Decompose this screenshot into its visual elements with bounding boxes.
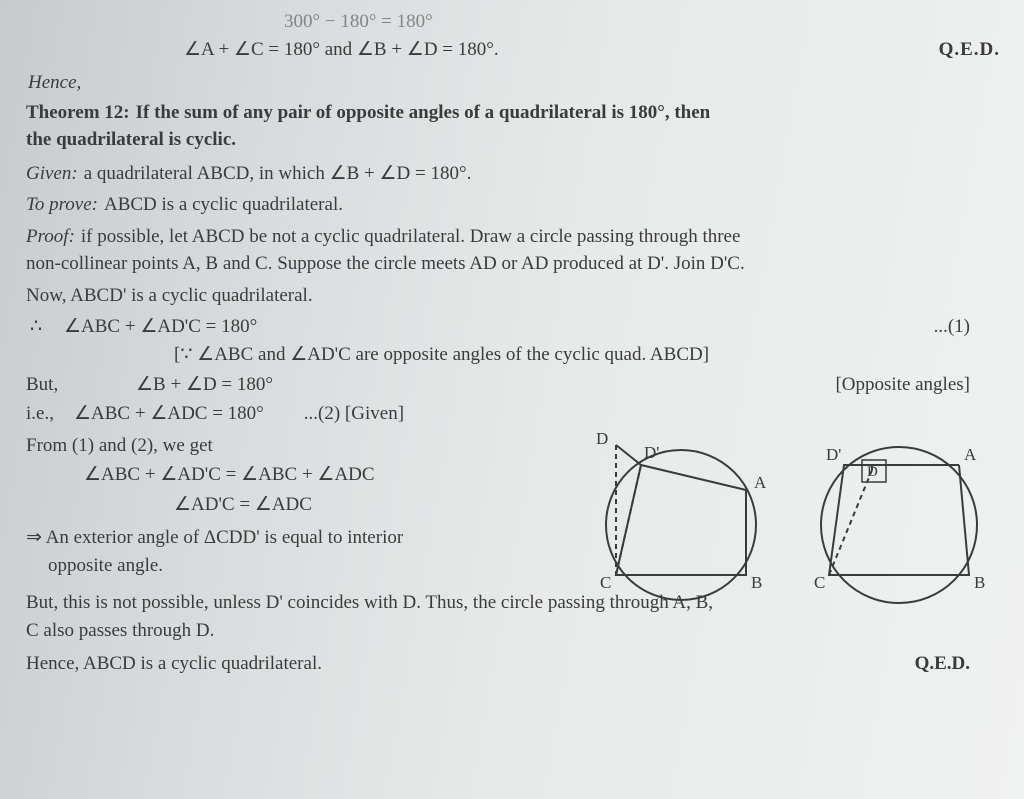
reason1: [∵ ∠ABC and ∠AD'C are opposite angles of…: [174, 341, 709, 369]
theorem-label: Theorem 12:: [24, 99, 130, 127]
hence2-text: Hence, ABCD is a cyclic quadrilateral.: [24, 650, 322, 678]
proof-label: Proof:: [24, 223, 75, 251]
dia2-Dp: D': [826, 445, 841, 464]
eq2: ∠ABC + ∠ADC = 180°: [74, 400, 264, 428]
top-eq-2: ∠A + ∠C = 180° and ∠B + ∠D = 180°.: [184, 36, 499, 64]
dia1-A: A: [754, 473, 767, 492]
but-label: But,: [24, 371, 96, 399]
diagram-2: A B C D' D: [804, 430, 994, 610]
dia1-B: B: [751, 573, 762, 592]
qed-bottom: Q.E.D.: [915, 650, 1000, 678]
dia2-A: A: [964, 445, 977, 464]
eq1: ∠ABC + ∠AD'C = 180°: [64, 313, 257, 341]
dia2-D: D: [867, 464, 878, 480]
now-row: Now, ABCD' is a cyclic quadrilateral.: [24, 282, 1000, 310]
eq1-row: ∴ ∠ABC + ∠AD'C = 180° ...(1): [24, 313, 1000, 341]
implies-row: ⇒ An exterior angle of ΔCDD' is equal to…: [24, 524, 624, 552]
eq2-tag: ...(2) [Given]: [304, 400, 404, 428]
given-label: Given:: [24, 160, 78, 188]
diagram-1: A B C D' D: [586, 430, 776, 610]
proof-row1: Proof: if possible, let ABCD be not a cy…: [24, 223, 1000, 251]
eq4: ∠AD'C = ∠ADC: [174, 491, 312, 519]
but2b-text: C also passes through D.: [24, 617, 214, 645]
proof-row2: non-collinear points A, B and C. Suppose…: [24, 250, 1000, 278]
dia1-C: C: [600, 573, 611, 592]
toprove-label: To prove:: [24, 191, 98, 219]
reason1-row: [∵ ∠ABC and ∠AD'C are opposite angles of…: [24, 341, 1000, 369]
given-row: Given: a quadrilateral ABCD, in which ∠B…: [24, 160, 1000, 188]
eq3-row: ∠ABC + ∠AD'C = ∠ABC + ∠ADC: [24, 461, 624, 489]
reason-but: [Opposite angles]: [835, 371, 1000, 399]
eq4-row: ∠AD'C = ∠ADC: [24, 491, 624, 519]
implies-text-2: opposite angle.: [24, 552, 163, 580]
theorem-row1: Hence,: [24, 69, 1000, 97]
from-text: From (1) and (2), we get: [24, 432, 213, 460]
dia2-C: C: [814, 573, 825, 592]
ie-row: i.e., ∠ABC + ∠ADC = 180° ...(2) [Given]: [24, 400, 1000, 428]
eq-but: ∠B + ∠D = 180°: [136, 371, 273, 399]
top-eq-1: 300° − 180° = 180°: [284, 8, 433, 36]
but2b-row: C also passes through D.: [24, 617, 1000, 645]
eq3: ∠ABC + ∠AD'C = ∠ABC + ∠ADC: [84, 461, 375, 489]
proof-text-1: if possible, let ABCD be not a cyclic qu…: [81, 223, 741, 251]
qed-top: Q.E.D.: [939, 36, 1000, 64]
proof-text-2: non-collinear points A, B and C. Suppose…: [24, 250, 745, 278]
theorem-text-1: If the sum of any pair of opposite angle…: [136, 99, 711, 127]
given-text: a quadrilateral ABCD, in which ∠B + ∠D =…: [84, 160, 472, 188]
ie-label: i.e.,: [24, 400, 74, 428]
theorem-line1: Theorem 12: If the sum of any pair of op…: [24, 99, 1000, 127]
top-eq-2-row: ∠A + ∠C = 180° and ∠B + ∠D = 180°. Q.E.D…: [24, 36, 1000, 64]
implies-text: ⇒ An exterior angle of ΔCDD' is equal to…: [24, 524, 403, 552]
toprove-text: ABCD is a cyclic quadrilateral.: [104, 191, 343, 219]
theorem-line2: the quadrilateral is cyclic.: [24, 126, 1000, 154]
diagrams-wrap: A B C D' D A B C D' D: [586, 430, 994, 610]
hence2-row: Hence, ABCD is a cyclic quadrilateral. Q…: [24, 650, 1000, 678]
dia1-Dp: D': [644, 443, 659, 462]
hence-lead: Hence,: [24, 69, 30, 97]
theorem-text-2: the quadrilateral is cyclic.: [24, 126, 236, 154]
dia2-B: B: [974, 573, 985, 592]
eq1-tag: ...(1): [934, 313, 1000, 341]
toprove-row: To prove: ABCD is a cyclic quadrilateral…: [24, 191, 1000, 219]
top-eq-1-row: 300° − 180° = 180°: [24, 8, 1000, 36]
but-row: But, ∠B + ∠D = 180° [Opposite angles]: [24, 371, 1000, 399]
now-text: Now, ABCD' is a cyclic quadrilateral.: [24, 282, 313, 310]
dia1-D: D: [596, 430, 608, 448]
implies-row2: opposite angle.: [24, 552, 624, 580]
